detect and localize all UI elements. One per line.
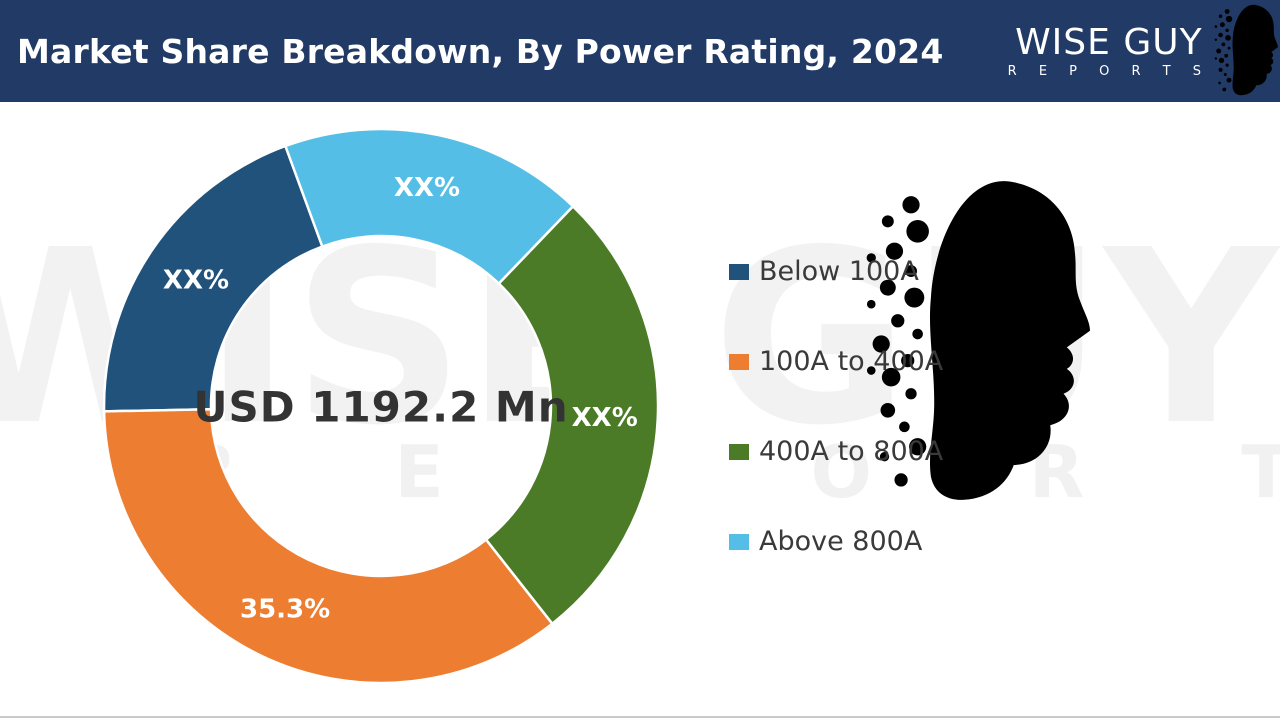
legend-swatch bbox=[729, 264, 749, 280]
footer-divider bbox=[0, 716, 1280, 718]
legend-item-below-100a[interactable]: Below 100A bbox=[729, 258, 943, 286]
segment-value-label: XX% bbox=[572, 403, 638, 433]
legend-swatch bbox=[729, 354, 749, 370]
chart-center-value: USD 1192.2 Mn bbox=[193, 382, 569, 432]
legend-swatch bbox=[729, 534, 749, 550]
segment-value-label: 35.3% bbox=[240, 594, 330, 624]
chart-legend: Below 100A 100A to 400A 400A to 800A Above … bbox=[729, 258, 943, 556]
legend-item-100a-to-400a[interactable]: 100A to 400A bbox=[729, 348, 943, 376]
segment-value-label: XX% bbox=[394, 173, 460, 203]
logo-name: WISE GUY bbox=[1015, 21, 1203, 63]
logo-subtitle: R E P O R T S bbox=[1007, 63, 1210, 79]
logo-face-icon bbox=[1214, 4, 1278, 96]
legend-swatch bbox=[729, 444, 749, 460]
header-bar: Market Share Breakdown, By Power Rating,… bbox=[0, 0, 1280, 102]
legend-label: 400A to 800A bbox=[759, 436, 944, 467]
legend-item-above-800a[interactable]: Above 800A bbox=[729, 528, 943, 556]
legend-label: 100A to 400A bbox=[759, 346, 944, 377]
donut-segment-above-800a[interactable] bbox=[284, 127, 575, 285]
donut-chart: XX% 35.3% XX% XX% bbox=[102, 127, 660, 685]
donut-segment-100a-to-400a[interactable] bbox=[102, 408, 554, 685]
legend-item-400a-to-800a[interactable]: 400A to 800A bbox=[729, 438, 943, 466]
donut-segment-below-100a[interactable] bbox=[102, 144, 324, 413]
legend-label: Below 100A bbox=[759, 256, 919, 287]
legend-label: Above 800A bbox=[759, 526, 923, 557]
donut-segment-400a-to-800a[interactable] bbox=[484, 205, 660, 625]
segment-value-label: XX% bbox=[163, 266, 229, 296]
page-title: Market Share Breakdown, By Power Rating,… bbox=[17, 31, 944, 71]
wise-guy-logo: WISE GUY R E P O R T S bbox=[1008, 4, 1280, 98]
